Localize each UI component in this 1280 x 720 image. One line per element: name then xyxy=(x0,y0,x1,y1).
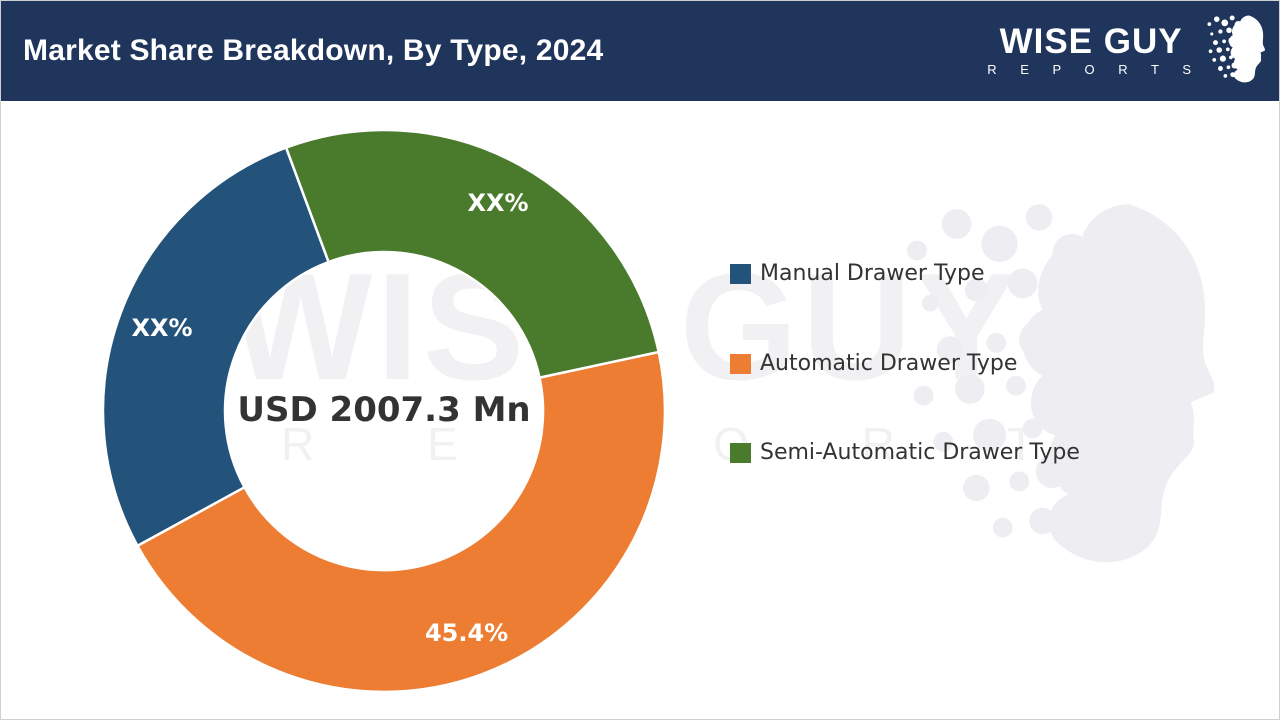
donut-slices xyxy=(101,128,667,694)
donut-slice xyxy=(135,350,667,694)
brand-text: WISE GUY R E P O R T S xyxy=(981,24,1201,76)
slice-label: XX% xyxy=(131,314,192,342)
donut-slice xyxy=(101,145,331,548)
brand-face-icon xyxy=(1207,15,1265,83)
legend-label-semi-automatic: Semi-Automatic Drawer Type xyxy=(760,440,1080,465)
brand-logo: WISE GUY R E P O R T S xyxy=(981,13,1265,87)
slice-label: 45.4% xyxy=(425,619,508,647)
page-title: Market Share Breakdown, By Type, 2024 xyxy=(23,34,604,67)
legend-label-manual: Manual Drawer Type xyxy=(760,261,985,286)
legend-item-manual: Manual Drawer Type xyxy=(730,261,985,286)
brand-sub-wordmark: R E P O R T S xyxy=(987,62,1201,77)
donut-slice-labels: XX% 45.4% XX% xyxy=(131,189,528,647)
legend-swatch-automatic xyxy=(730,353,751,374)
center-value: USD 2007.3 Mn xyxy=(237,390,530,430)
donut-slice xyxy=(284,128,661,380)
legend-label-automatic: Automatic Drawer Type xyxy=(760,351,1018,376)
slice-label: XX% xyxy=(467,189,528,217)
legend-item-semi-automatic: Semi-Automatic Drawer Type xyxy=(730,440,1080,465)
legend-swatch-semi-automatic xyxy=(730,442,751,463)
legend-item-automatic: Automatic Drawer Type xyxy=(730,351,1017,376)
header: Market Share Breakdown, By Type, 2024 WI… xyxy=(1,1,1279,101)
brand-wordmark: WISE GUY xyxy=(999,22,1183,61)
legend-swatch-manual xyxy=(730,263,751,284)
